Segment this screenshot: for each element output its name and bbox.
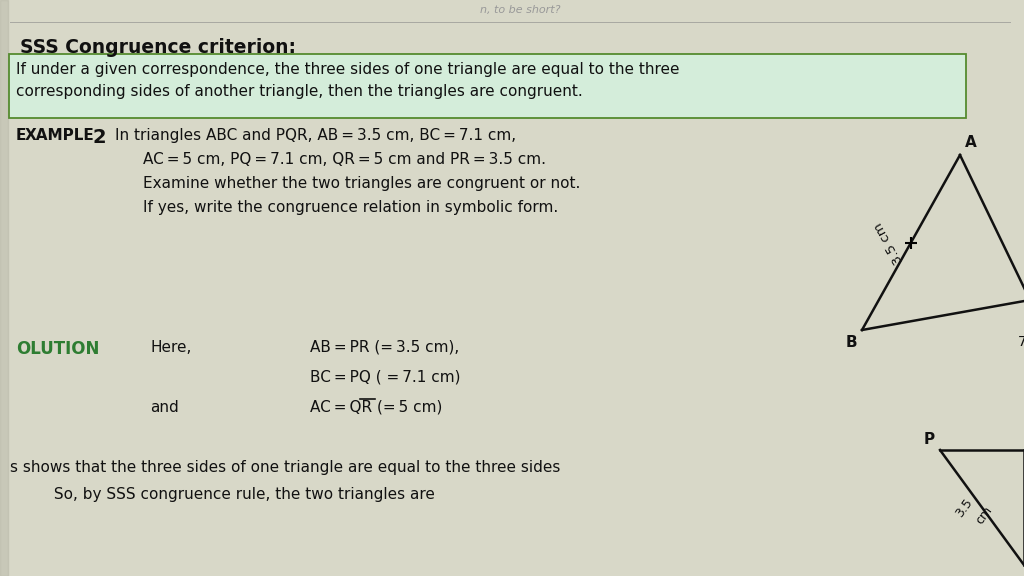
Text: SSS Congruence criterion:: SSS Congruence criterion: bbox=[20, 38, 296, 57]
Text: s shows that the three sides of one triangle are equal to the three sides: s shows that the three sides of one tria… bbox=[10, 460, 560, 475]
Text: A: A bbox=[965, 135, 977, 150]
Text: 2: 2 bbox=[92, 128, 105, 147]
Text: 3.5 cm: 3.5 cm bbox=[872, 219, 906, 266]
Text: AC = QR (= 5 cm): AC = QR (= 5 cm) bbox=[310, 400, 442, 415]
Text: BC = PQ ( = 7.1 cm): BC = PQ ( = 7.1 cm) bbox=[310, 370, 461, 385]
Text: AB = PR (= 3.5 cm),: AB = PR (= 3.5 cm), bbox=[310, 340, 459, 355]
Text: B: B bbox=[846, 335, 857, 350]
Text: P: P bbox=[924, 432, 935, 447]
Text: n, to be short?: n, to be short? bbox=[480, 5, 560, 15]
Text: 3.5: 3.5 bbox=[953, 495, 975, 520]
Text: cm: cm bbox=[973, 504, 995, 527]
Text: and: and bbox=[150, 400, 179, 415]
Text: Here,: Here, bbox=[150, 340, 191, 355]
Text: XAMPLE: XAMPLE bbox=[25, 128, 95, 143]
Text: If yes, write the congruence relation in symbolic form.: If yes, write the congruence relation in… bbox=[143, 200, 558, 215]
Text: In triangles ABC and PQR, AB = 3.5 cm, BC = 7.1 cm,: In triangles ABC and PQR, AB = 3.5 cm, B… bbox=[115, 128, 516, 143]
Text: So, by SSS congruence rule, the two triangles are: So, by SSS congruence rule, the two tria… bbox=[10, 487, 435, 502]
Text: E: E bbox=[16, 128, 27, 143]
Text: 7.: 7. bbox=[1018, 335, 1024, 349]
Text: AC = 5 cm, PQ = 7.1 cm, QR = 5 cm and PR = 3.5 cm.: AC = 5 cm, PQ = 7.1 cm, QR = 5 cm and PR… bbox=[143, 152, 546, 167]
Text: OLUTION: OLUTION bbox=[16, 340, 99, 358]
Text: corresponding sides of another triangle, then the triangles are congruent.: corresponding sides of another triangle,… bbox=[16, 84, 583, 99]
Text: Examine whether the two triangles are congruent or not.: Examine whether the two triangles are co… bbox=[143, 176, 581, 191]
Text: If under a given correspondence, the three sides of one triangle are equal to th: If under a given correspondence, the thr… bbox=[16, 62, 680, 77]
FancyBboxPatch shape bbox=[9, 54, 966, 118]
